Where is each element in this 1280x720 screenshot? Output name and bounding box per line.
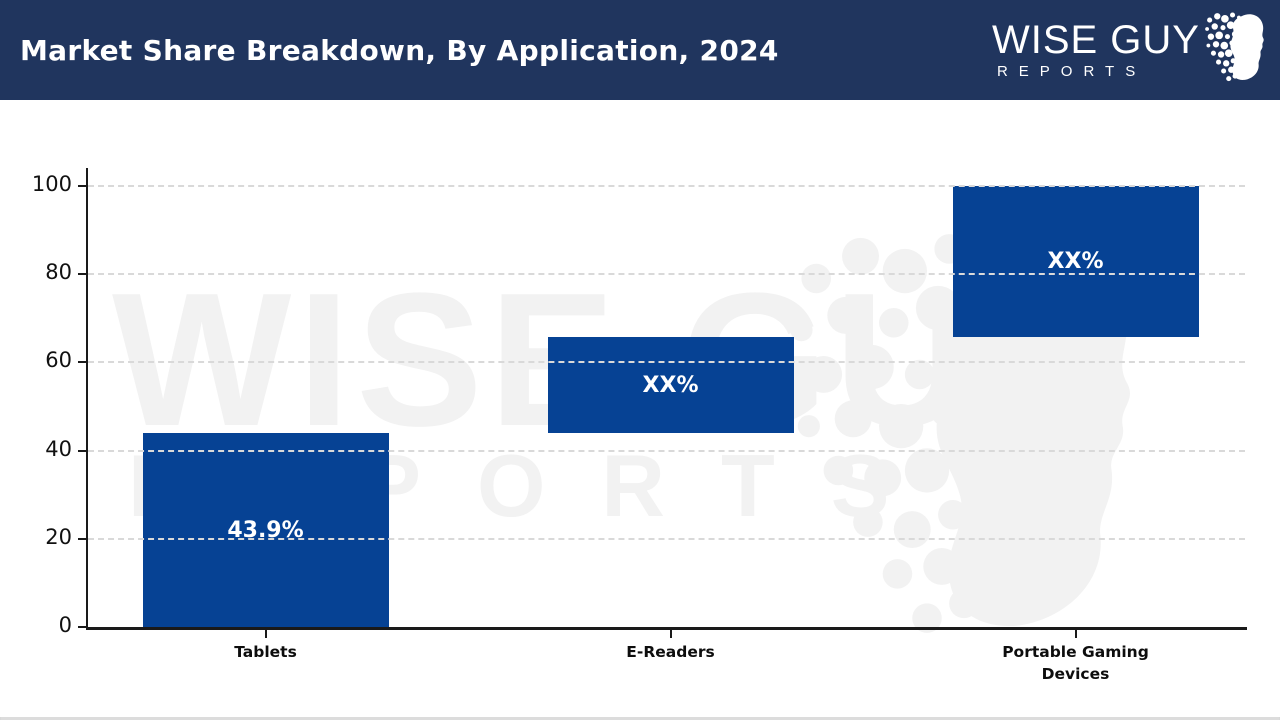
x-tick-mark xyxy=(264,630,267,638)
bar-label: XX% xyxy=(642,372,699,398)
gridline xyxy=(88,361,1245,364)
wiseguy-logo: WISE GUY REPORTS xyxy=(992,7,1272,93)
logo-text: WISE GUY REPORTS xyxy=(992,20,1200,80)
x-axis-label: Portable Gaming Devices xyxy=(1002,643,1149,683)
bar: 43.9% xyxy=(142,433,389,627)
bar: XX% xyxy=(547,336,794,434)
y-tick-mark xyxy=(78,449,86,452)
gridline xyxy=(88,537,1245,540)
y-tick-mark xyxy=(78,273,86,276)
y-tick-mark xyxy=(78,185,86,187)
y-tick-mark xyxy=(78,537,86,540)
wiseguy-face-icon xyxy=(1202,7,1272,93)
gridline xyxy=(88,449,1245,452)
y-tick-mark xyxy=(78,361,86,364)
page-title: Market Share Breakdown, By Application, … xyxy=(20,33,779,67)
bar-label: XX% xyxy=(1047,248,1104,274)
y-tick-label: 0 xyxy=(58,613,72,637)
y-tick-label: 60 xyxy=(45,348,72,373)
y-tick-label: 80 xyxy=(45,260,72,285)
y-tick-label: 100 xyxy=(31,172,72,196)
gridline xyxy=(88,185,1245,187)
x-tick-mark xyxy=(1074,630,1077,638)
chart-area: WISE GUY REPORTS 43.9% Tablets XX% E-Reader… xyxy=(0,100,1280,717)
header: Market Share Breakdown, By Application, … xyxy=(0,0,1280,100)
x-tick-mark xyxy=(669,630,672,638)
x-axis-label: Tablets xyxy=(234,643,297,661)
bar: XX% xyxy=(952,186,1199,337)
logo-subtitle: REPORTS xyxy=(996,63,1147,80)
x-axis-line xyxy=(86,627,1247,630)
y-tick-mark xyxy=(78,626,86,628)
x-axis-label: E-Readers xyxy=(626,643,715,661)
logo-wordmark: WISE GUY xyxy=(991,18,1200,62)
y-axis-line xyxy=(86,168,88,629)
y-tick-label: 40 xyxy=(45,436,72,461)
gridline xyxy=(88,273,1245,276)
y-tick-label: 20 xyxy=(45,524,72,549)
